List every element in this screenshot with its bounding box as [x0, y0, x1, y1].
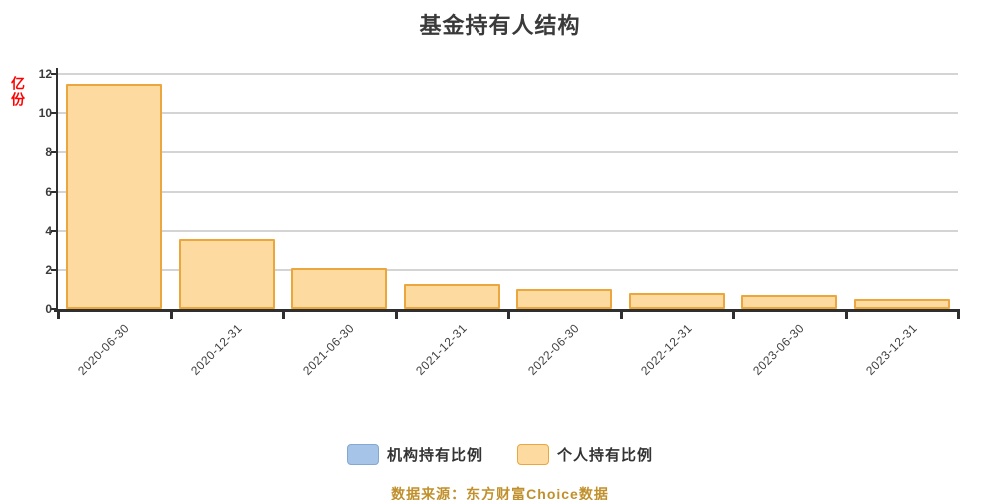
- x-axis-tick: [732, 312, 735, 319]
- legend: 机构持有比例 个人持有比例: [0, 444, 1000, 465]
- x-tick-label: 2020-06-30: [75, 321, 133, 378]
- legend-label-institutional: 机构持有比例: [386, 447, 483, 464]
- bar: [516, 289, 613, 309]
- y-tick-label: 12: [38, 67, 52, 81]
- gridline: [58, 73, 958, 75]
- x-tick-label: 2023-06-30: [750, 321, 808, 378]
- bar: [291, 267, 388, 309]
- x-tick-label: 2021-06-30: [300, 321, 358, 378]
- y-tick-label: 2: [45, 262, 52, 277]
- bar: [853, 299, 950, 309]
- gridline: [58, 229, 958, 232]
- x-axis-tick: [507, 312, 510, 319]
- y-axis-unit-label: 亿份: [10, 76, 26, 108]
- y-axis-tick: [51, 268, 56, 271]
- x-tick-label: 2020-12-31: [187, 321, 245, 378]
- y-axis-tick: [51, 190, 56, 193]
- x-tick-label: 2022-06-30: [525, 321, 583, 378]
- chart-title: 基金持有人结构: [419, 13, 581, 38]
- x-axis-tick: [619, 312, 623, 319]
- bar: [628, 293, 725, 309]
- x-tick-label: 2022-12-31: [637, 321, 695, 378]
- x-axis-line: [54, 309, 960, 312]
- gridline: [58, 112, 958, 115]
- x-axis-tick: [169, 312, 173, 319]
- gridline: [58, 268, 958, 271]
- y-tick-label: 8: [45, 145, 52, 160]
- y-tick-label: 6: [45, 184, 52, 199]
- gridline: [58, 190, 958, 193]
- y-tick-label: 10: [38, 106, 52, 121]
- bar: [178, 238, 275, 309]
- gridline: [58, 151, 958, 154]
- y-axis-line: [56, 68, 58, 311]
- legend-swatch-institutional: [346, 444, 379, 465]
- x-axis-tick: [394, 312, 398, 319]
- x-axis-tick: [844, 312, 848, 319]
- legend-label-individual: 个人持有比例: [557, 447, 654, 464]
- data-source-watermark: 数据来源：东方财富Choice数据: [391, 486, 609, 500]
- y-axis-tick: [51, 112, 56, 115]
- y-axis-tick: [51, 151, 56, 154]
- x-axis-tick: [282, 312, 285, 319]
- y-tick-label: 0: [45, 302, 52, 316]
- x-tick-label: 2021-12-31: [412, 321, 470, 378]
- bar: [741, 295, 838, 309]
- plot-area: 0 2 4 6 8 10 12 2020-06-30 2020-12-31 2021-06-30…: [39, 67, 960, 378]
- y-axis-tick: [51, 229, 56, 232]
- legend-item-institutional[interactable]: 机构持有比例: [346, 444, 483, 465]
- y-axis-tick: [51, 308, 56, 310]
- x-axis-tick: [957, 312, 960, 319]
- legend-swatch-individual: [517, 444, 549, 465]
- x-tick-label: 2023-12-31: [862, 321, 920, 378]
- bar: [403, 283, 500, 309]
- y-axis-tick: [51, 73, 56, 75]
- x-axis-tick: [57, 312, 60, 319]
- y-tick-label: 4: [45, 223, 52, 238]
- legend-item-individual[interactable]: 个人持有比例: [517, 444, 653, 465]
- bar: [66, 83, 163, 309]
